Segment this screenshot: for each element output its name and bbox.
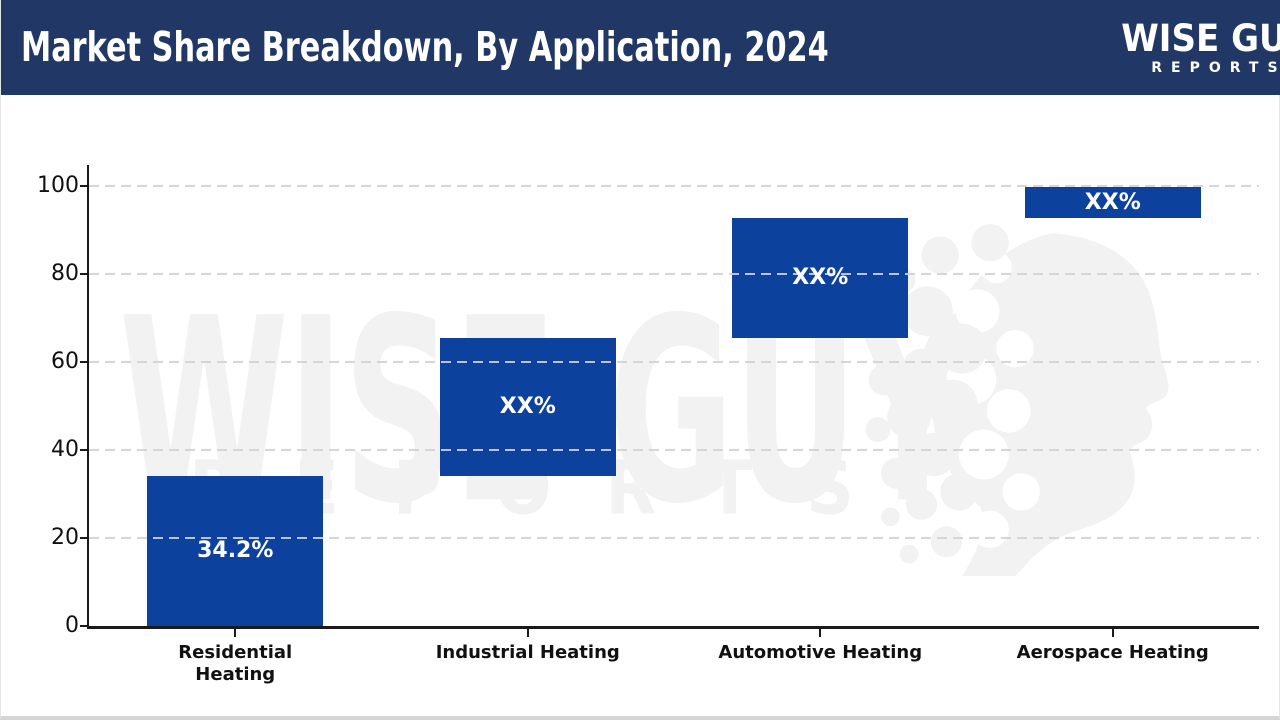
category-label-1: Residential Heating <box>178 642 293 685</box>
bar-segment-1 <box>147 475 324 626</box>
bar-segment-3 <box>732 218 909 339</box>
category-label-4: Aerospace Heating <box>1016 642 1209 663</box>
x-tick-mark-1 <box>234 628 237 637</box>
bar-value-label-2: XX% <box>499 393 556 419</box>
y-tick-mark-20 <box>80 537 88 539</box>
y-tick-mark-40 <box>80 449 88 451</box>
x-tick-mark-4 <box>1111 628 1114 637</box>
y-tick-mark-0 <box>80 625 88 627</box>
y-tick-mark-80 <box>80 273 88 275</box>
brand-logo-text: WISE GUY REPORTS <box>1113 20 1280 76</box>
gridline-100 <box>89 185 1259 187</box>
y-tick-mark-100 <box>80 185 88 187</box>
header: Market Share Breakdown, By Application, … <box>1 0 1280 95</box>
category-label-2: Industrial Heating <box>435 642 620 663</box>
x-tick-mark-3 <box>819 628 822 637</box>
bar-segment-4 <box>1024 186 1201 219</box>
bar-value-label-1: 34.2% <box>197 537 274 563</box>
y-axis-line <box>87 165 89 628</box>
bar-value-label-3: XX% <box>792 265 849 291</box>
gridline-40 <box>89 449 1259 451</box>
y-tick-label-40: 40 <box>51 437 79 462</box>
y-tick-label-20: 20 <box>51 525 79 550</box>
y-tick-label-100: 100 <box>37 173 79 198</box>
y-tick-mark-60 <box>80 361 88 363</box>
y-tick-label-60: 60 <box>51 349 79 374</box>
waterfall-chart: 0 20 40 60 80 100 34.2% Residential Heating XX% I… <box>1 95 1280 720</box>
gridline-80 <box>89 273 1259 275</box>
brand-subname: REPORTS <box>1151 59 1280 76</box>
category-label-3: Automotive Heating <box>718 642 923 663</box>
brand-name: WISE GUY <box>1120 16 1280 60</box>
gridline-20 <box>89 537 1259 539</box>
y-tick-label-0: 0 <box>65 613 79 638</box>
brand-logo: WISE GUY REPORTS <box>1113 8 1280 88</box>
y-tick-label-80: 80 <box>51 261 79 286</box>
x-axis-line <box>87 626 1259 629</box>
x-tick-mark-2 <box>526 628 529 637</box>
gridline-60 <box>89 361 1259 363</box>
bar-value-label-4: XX% <box>1084 189 1141 215</box>
page-title: Market Share Breakdown, By Application, … <box>21 23 829 71</box>
